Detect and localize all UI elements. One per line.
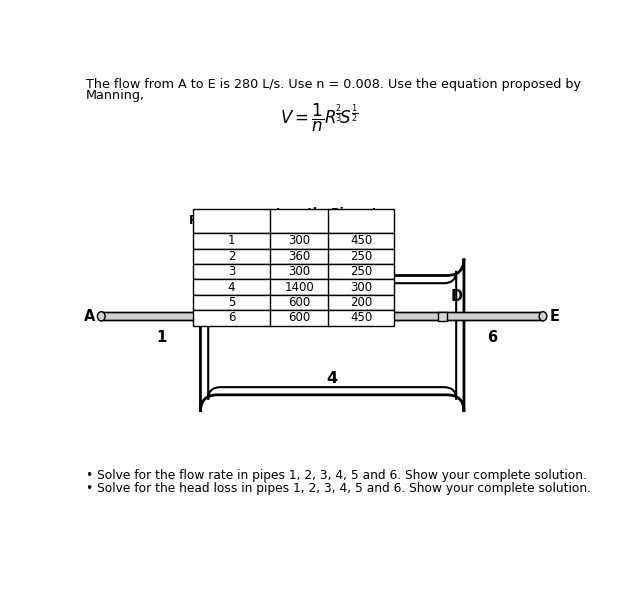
Text: 4: 4 xyxy=(326,370,338,386)
Text: 5: 5 xyxy=(273,283,283,298)
Text: 450: 450 xyxy=(350,234,373,247)
Text: 5: 5 xyxy=(228,296,235,309)
Text: The flow from A to E is 280 L/s. Use n = 0.008. Use the equation proposed by: The flow from A to E is 280 L/s. Use n =… xyxy=(85,78,581,91)
Text: B: B xyxy=(202,289,213,304)
Text: $V = \dfrac{1}{n}R^{\!\frac{2}{3}}\!S^{\frac{1}{2}}$: $V = \dfrac{1}{n}R^{\!\frac{2}{3}}\!S^{\… xyxy=(280,102,359,134)
Bar xyxy=(193,310,394,326)
Bar xyxy=(193,209,394,233)
Bar xyxy=(193,279,394,294)
Polygon shape xyxy=(217,312,226,320)
Text: C: C xyxy=(328,289,339,304)
Text: Diameter
(mm): Diameter (mm) xyxy=(331,207,392,235)
Text: 2: 2 xyxy=(273,297,283,312)
Text: 600: 600 xyxy=(288,312,310,325)
Bar xyxy=(193,264,394,279)
Text: 6: 6 xyxy=(228,312,235,325)
Text: • Solve for the flow rate in pipes 1, 2, 3, 4, 5 and 6. Show your complete solut: • Solve for the flow rate in pipes 1, 2,… xyxy=(85,469,587,482)
Text: 3: 3 xyxy=(228,265,235,278)
Text: 3: 3 xyxy=(383,297,393,312)
Polygon shape xyxy=(329,312,338,320)
Text: 450: 450 xyxy=(350,312,373,325)
Text: 6: 6 xyxy=(487,330,498,345)
Polygon shape xyxy=(438,312,447,320)
Text: Length
(m): Length (m) xyxy=(276,207,323,235)
Text: Pipe Number: Pipe Number xyxy=(188,214,275,227)
Text: 1: 1 xyxy=(228,234,235,247)
Text: 360: 360 xyxy=(288,250,310,263)
Text: 200: 200 xyxy=(350,296,373,309)
Text: E: E xyxy=(549,309,559,324)
Text: 1: 1 xyxy=(156,330,167,345)
Text: • Solve for the head loss in pipes 1, 2, 3, 4, 5 and 6. Show your complete solut: • Solve for the head loss in pipes 1, 2,… xyxy=(85,482,591,495)
Polygon shape xyxy=(101,312,543,320)
Text: 4: 4 xyxy=(228,280,235,293)
Text: A: A xyxy=(84,309,95,324)
Bar xyxy=(193,249,394,264)
Text: 1400: 1400 xyxy=(285,280,314,293)
Text: 250: 250 xyxy=(350,250,373,263)
Text: Manning,: Manning, xyxy=(85,89,145,102)
Text: D: D xyxy=(450,289,462,304)
Text: 300: 300 xyxy=(288,265,310,278)
Bar xyxy=(193,294,394,310)
Ellipse shape xyxy=(539,312,547,321)
Text: 300: 300 xyxy=(288,234,310,247)
Text: 600: 600 xyxy=(288,296,310,309)
Bar xyxy=(193,233,394,249)
Text: 300: 300 xyxy=(350,280,373,293)
Ellipse shape xyxy=(97,312,105,321)
Text: 250: 250 xyxy=(350,265,373,278)
Text: 2: 2 xyxy=(228,250,235,263)
